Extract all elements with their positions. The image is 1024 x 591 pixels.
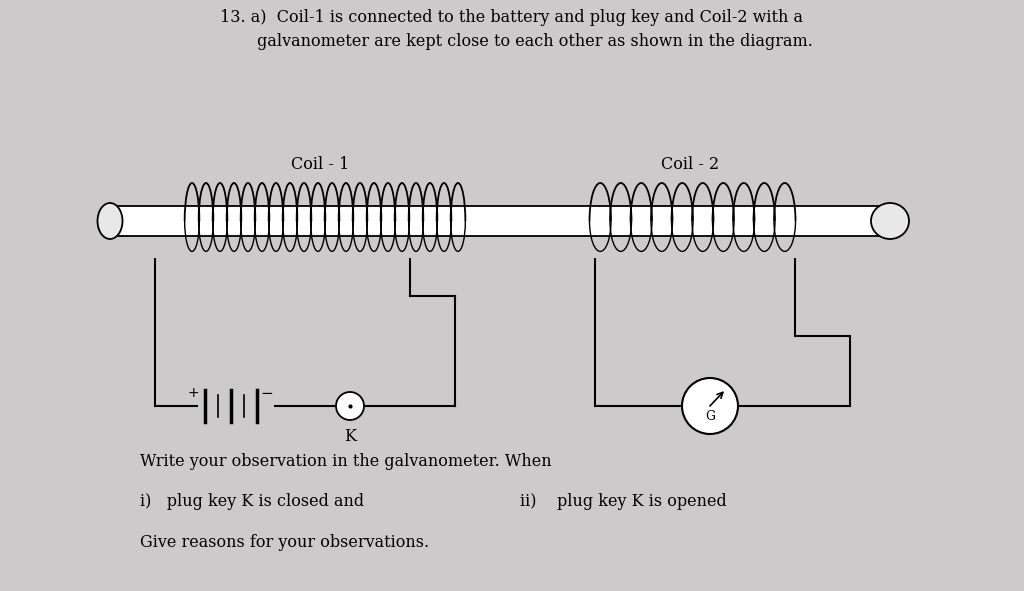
Text: 13. a)  Coil-1 is connected to the battery and plug key and Coil-2 with a: 13. a) Coil-1 is connected to the batter… [220,9,804,26]
Circle shape [682,378,738,434]
Text: ii)    plug key K is opened: ii) plug key K is opened [520,493,727,510]
Text: Write your observation in the galvanometer. When: Write your observation in the galvanomet… [140,453,552,470]
Text: Coil - 2: Coil - 2 [660,156,719,173]
Text: galvanometer are kept close to each other as shown in the diagram.: galvanometer are kept close to each othe… [211,33,813,50]
Text: Give reasons for your observations.: Give reasons for your observations. [140,534,429,551]
Ellipse shape [97,203,123,239]
Text: Coil - 1: Coil - 1 [291,156,349,173]
Text: −: − [261,385,273,401]
Ellipse shape [871,203,909,239]
Text: i)   plug key K is closed and: i) plug key K is closed and [140,493,365,510]
Bar [110,206,890,236]
Text: K: K [344,428,356,445]
Text: G: G [705,410,715,423]
Text: +: + [187,386,199,400]
Circle shape [336,392,364,420]
